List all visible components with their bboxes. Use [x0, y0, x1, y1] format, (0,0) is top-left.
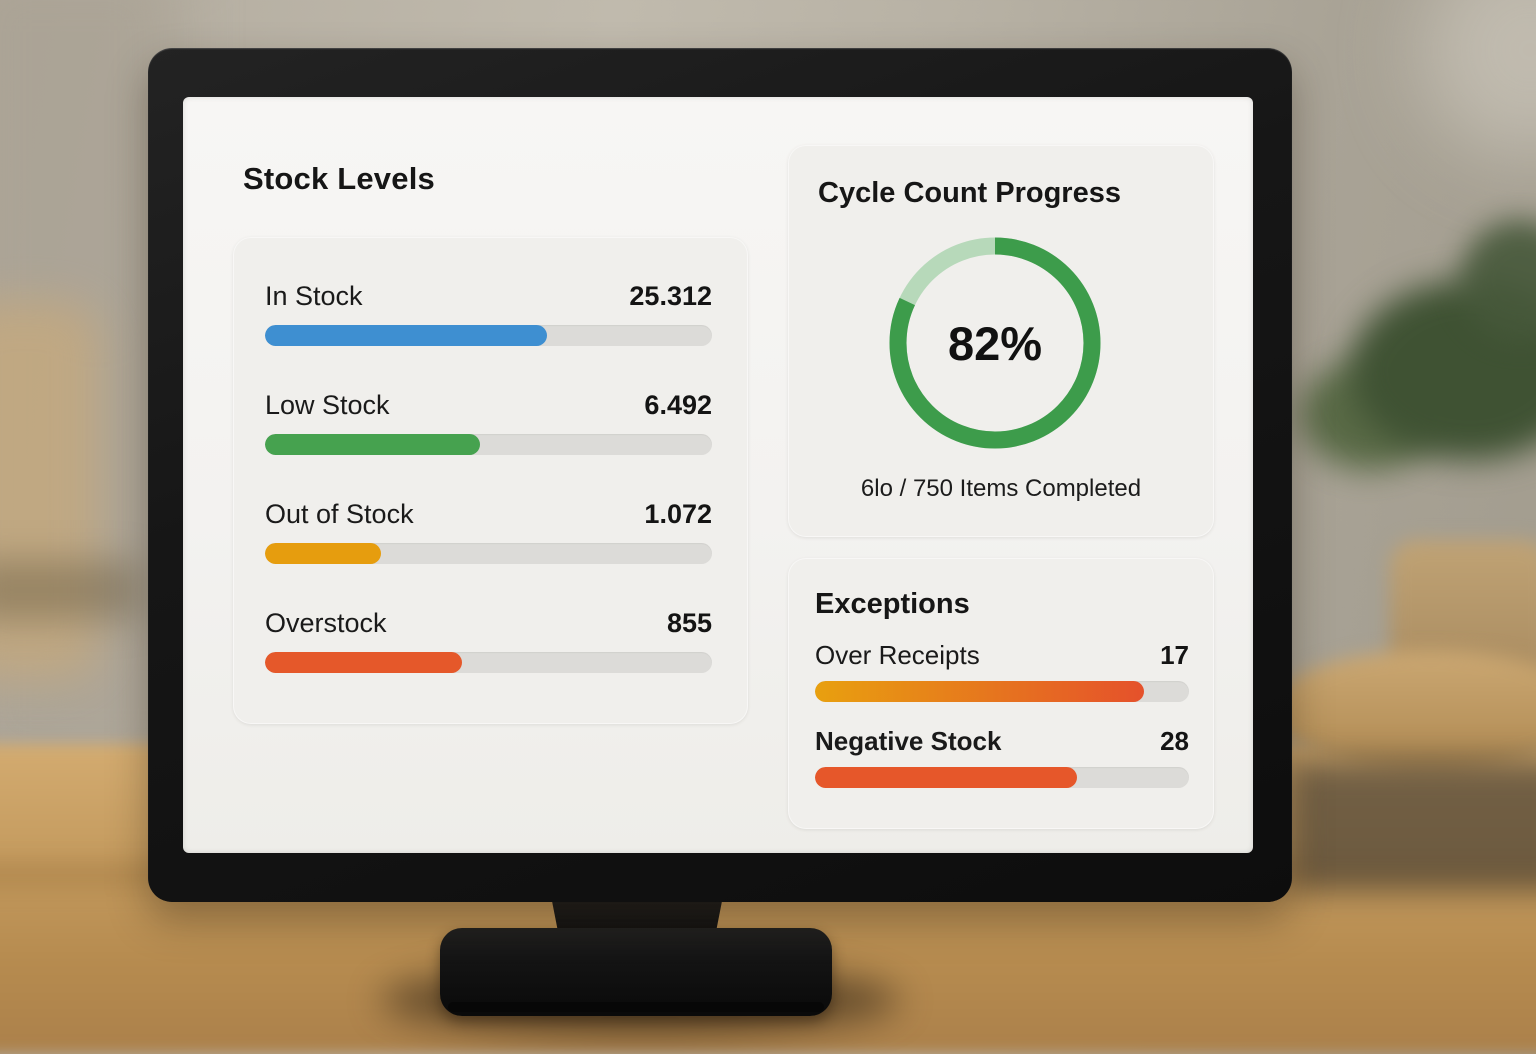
page-title: Stock Levels — [243, 161, 435, 196]
exception-value: 28 — [1160, 726, 1189, 756]
exception-label: Over Receipts — [815, 640, 980, 670]
wall-light-patch — [1420, 0, 1536, 160]
monitor-screen: Stock Levels In Stock 25.312 Low Stock 6… — [183, 97, 1253, 853]
plant-leaves — [1460, 220, 1536, 340]
stock-row-value: 6.492 — [644, 390, 712, 420]
plant-pot — [1390, 540, 1536, 710]
stock-levels-card: In Stock 25.312 Low Stock 6.492 Out of — [233, 237, 748, 724]
progress-bar-track — [265, 652, 712, 673]
blurred-furniture — [0, 300, 100, 680]
progress-ring-fill — [889, 237, 1101, 449]
exception-label: Negative Stock — [815, 726, 1002, 756]
progress-bar-track — [815, 767, 1189, 788]
wooden-stool — [1270, 650, 1536, 770]
progress-percent: 82% — [947, 316, 1043, 370]
monitor-stand-base-lip — [448, 1002, 824, 1012]
exception-row-negative-stock: Negative Stock 28 — [815, 726, 1189, 788]
stool-shadow — [1290, 760, 1536, 890]
cycle-count-title: Cycle Count Progress — [818, 177, 1121, 209]
progress-bar-fill — [265, 325, 547, 346]
progress-bar-track — [265, 543, 712, 564]
progress-bar-fill — [265, 652, 462, 673]
blurred-furniture-edge — [0, 560, 140, 620]
stock-row-in-stock: In Stock 25.312 — [265, 281, 712, 346]
progress-bar-fill — [265, 434, 480, 455]
progress-bar-track — [265, 434, 712, 455]
progress-bar-fill — [815, 767, 1077, 788]
stock-row-value: 855 — [666, 608, 712, 638]
exception-row-over-receipts: Over Receipts 17 — [815, 640, 1189, 702]
stock-row-label: Low Stock — [265, 390, 390, 420]
monitor-stand-base — [440, 928, 832, 1016]
stock-row-value: 1.072 — [644, 499, 712, 529]
progress-bar-fill — [815, 681, 1145, 702]
stock-row-value: 25.312 — [629, 281, 712, 311]
stock-row-label: Out of Stock — [265, 499, 414, 529]
progress-bar-fill — [265, 543, 382, 564]
exceptions-title: Exceptions — [815, 588, 970, 620]
stock-row-out-of-stock: Out of Stock 1.072 — [265, 499, 712, 564]
exception-value: 17 — [1160, 640, 1189, 670]
stock-row-label: Overstock — [265, 608, 387, 638]
stock-row-low-stock: Low Stock 6.492 — [265, 390, 712, 455]
cycle-count-card: Cycle Count Progress 82% 6lo / 750 Items… — [788, 145, 1214, 537]
progress-bar-track — [815, 681, 1189, 702]
progress-bar-track — [265, 325, 712, 346]
exceptions-card: Exceptions Over Receipts 17 Negative Sto… — [788, 558, 1214, 829]
stock-row-overstock: Overstock 855 — [265, 608, 712, 673]
stock-row-label: In Stock — [265, 281, 363, 311]
plant-leaves — [1350, 280, 1536, 460]
cycle-count-caption: 6lo / 750 Items Completed — [860, 475, 1142, 502]
plant-leaves — [1300, 360, 1440, 470]
progress-ring: 82% — [887, 235, 1103, 451]
